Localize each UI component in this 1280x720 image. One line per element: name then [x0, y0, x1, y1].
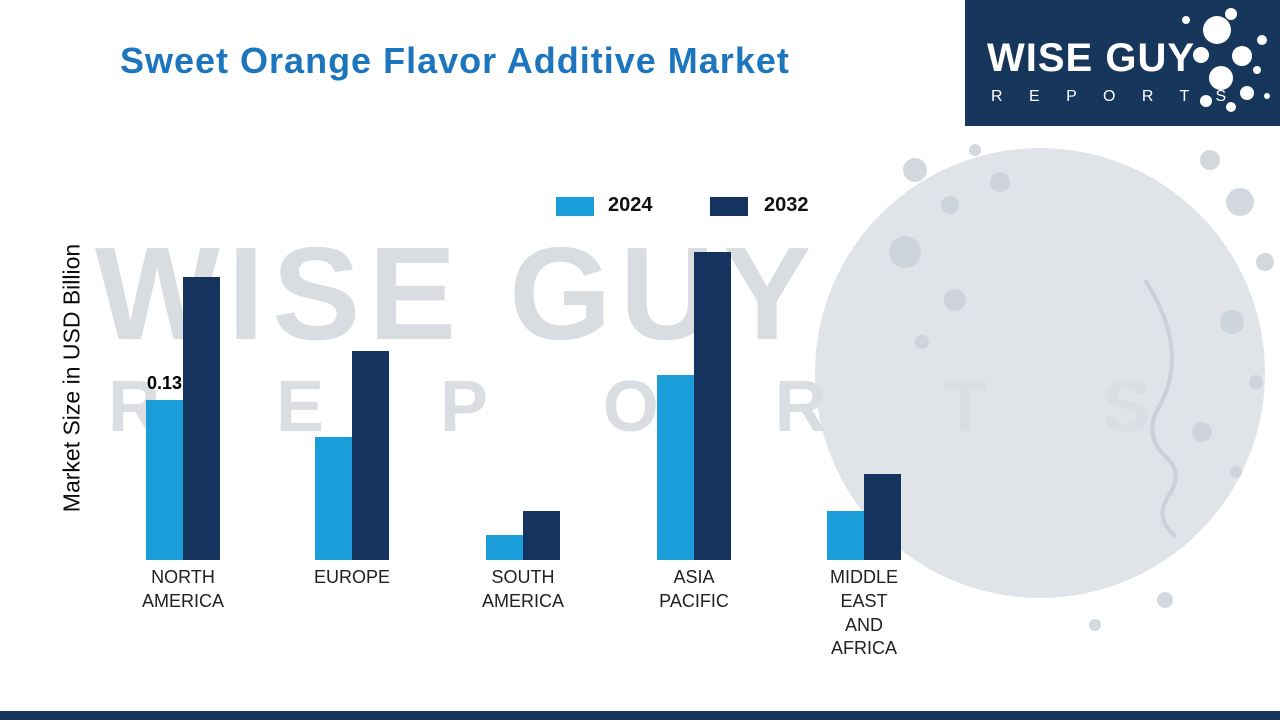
- bar-2032-region-1: [352, 351, 389, 560]
- logo-wordmark: WISE GUY: [987, 36, 1196, 80]
- bar-2024-region-1: [315, 437, 352, 560]
- watermark-text-line2: R E P O R T S: [108, 367, 1199, 447]
- category-label-1: EUROPE: [313, 567, 391, 587]
- legend-swatch-2032: [710, 197, 748, 216]
- logo-face-dots-icon: [1182, 8, 1270, 112]
- bar-2024-region-3: [657, 375, 694, 560]
- bar-2032-region-2: [523, 511, 560, 560]
- category-label-3: ASIA PACIFIC: [659, 567, 729, 611]
- bar-2024-region-2: [486, 535, 523, 560]
- bar-2032-region-0: [183, 277, 220, 560]
- bar-2024-region-4: [827, 511, 864, 560]
- brand-logo: WISE GUY R E P O R T S: [965, 0, 1280, 126]
- category-label-4: MIDDLE EAST AND AFRICA: [829, 567, 898, 659]
- page-title: Sweet Orange Flavor Additive Market: [120, 40, 790, 81]
- bar-2032-region-4: [864, 474, 901, 560]
- legend-swatch-2024: [556, 197, 594, 216]
- bar-2032-region-3: [694, 252, 731, 560]
- category-label-2: SOUTH AMERICA: [481, 567, 564, 611]
- category-label-0: NORTH AMERICA: [141, 567, 224, 611]
- logo-subtext: R E P O R T S: [991, 88, 1238, 105]
- bottom-accent-bar: [0, 711, 1280, 720]
- legend-label-2024: 2024: [608, 194, 653, 216]
- legend-label-2032: 2032: [764, 194, 809, 216]
- bar-value-label: 0.13: [146, 373, 183, 393]
- bar-2024-region-0: [146, 400, 183, 560]
